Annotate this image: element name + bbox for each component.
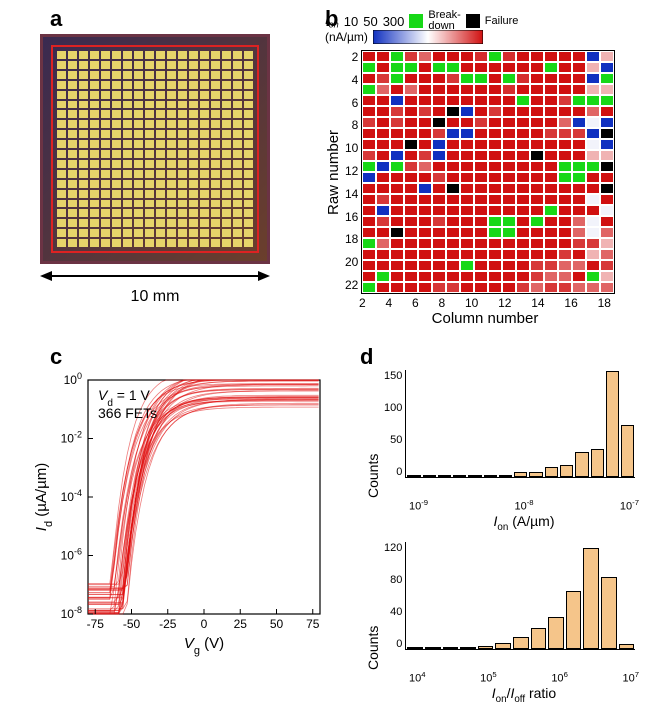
pad-grid (57, 51, 253, 247)
cbar-tick-3: 300 (383, 14, 405, 29)
panel-c: -75 -50 -25 0 25 50 75 10-8 10-6 10-4 10-2 100 Vg (V… (30, 370, 330, 660)
hist-bottom-yticks: 12080400 (384, 542, 402, 650)
svg-text:-50: -50 (123, 617, 141, 631)
panel-d: Counts 150100500 10-910-810-7 Ion (A/µm)… (365, 370, 655, 670)
panel-b: Ion 10 50 300 Break-down Failure (nA/µm)… (325, 10, 645, 327)
heatmap-xticks: 24681012141618 (359, 296, 611, 310)
figure-root: a b c d 10 mm Ion 10 50 300 Break-down F… (0, 0, 666, 683)
dimension-label: 10 mm (40, 288, 270, 306)
svg-text:50: 50 (270, 617, 284, 631)
hist-top-yticks: 150100500 (384, 370, 402, 478)
hist-top-ylabel: Counts (365, 370, 381, 498)
svg-text:366 FETs: 366 FETs (98, 405, 157, 421)
svg-text:0: 0 (201, 617, 208, 631)
svg-text:10-4: 10-4 (61, 488, 82, 504)
heatmap-wrap: Raw number 246810121416182022 (325, 50, 645, 294)
hist-bottom-xlabel: Ion/Ioff ratio (409, 685, 639, 705)
heatmap-grid (361, 50, 615, 294)
hist-top-bars (406, 370, 635, 477)
svg-text:Id (µA/µm): Id (µA/µm) (33, 463, 55, 531)
failure-swatch (466, 14, 480, 28)
svg-text:-25: -25 (159, 617, 177, 631)
failure-label: Failure (485, 15, 519, 27)
hist-top-xlabel: Ion (A/µm) (409, 513, 639, 533)
svg-text:10-2: 10-2 (61, 430, 82, 446)
panel-a: 10 mm (40, 34, 290, 306)
heatmap-yticks: 246810121416182022 (345, 50, 358, 292)
svg-text:Vg (V): Vg (V) (184, 635, 224, 657)
panel-label-d: d (360, 344, 373, 370)
panel-label-c: c (50, 344, 62, 370)
svg-text:75: 75 (306, 617, 320, 631)
hist-top (405, 370, 635, 478)
cbar-tick-2: 50 (363, 14, 377, 29)
panel-label-a: a (50, 6, 62, 32)
chip-photo (40, 34, 270, 264)
heatmap-ylabel: Raw number (325, 50, 342, 294)
hist-bottom-bars (406, 542, 635, 649)
cbar-var: Ion (325, 12, 339, 30)
svg-text:10-6: 10-6 (61, 547, 82, 563)
svg-text:10-8: 10-8 (61, 605, 82, 621)
cbar-unit: (nA/µm) (325, 30, 368, 44)
colorbar (373, 30, 483, 44)
breakdown-swatch (409, 14, 423, 28)
heatmap-legend-2: (nA/µm) (325, 30, 645, 44)
breakdown-label: Break-down (428, 10, 460, 32)
svg-text:25: 25 (234, 617, 248, 631)
dimension-arrow (40, 264, 270, 288)
hist-bottom-ylabel: Counts (365, 542, 381, 670)
hist-bottom-wrap: Counts 12080400 (365, 542, 655, 670)
heatmap-legend: Ion 10 50 300 Break-down Failure (325, 10, 645, 32)
svg-text:100: 100 (64, 371, 82, 387)
hist-bottom (405, 542, 635, 650)
svg-text:-75: -75 (87, 617, 105, 631)
heatmap-xlabel: Column number (359, 310, 611, 327)
hist-top-xticks: 10-910-810-7 (409, 498, 639, 513)
hist-top-wrap: Counts 150100500 (365, 370, 655, 498)
cbar-tick-1: 10 (344, 14, 358, 29)
transfer-curves-plot: -75 -50 -25 0 25 50 75 10-8 10-6 10-4 10-2 100 Vg (V… (30, 370, 330, 660)
